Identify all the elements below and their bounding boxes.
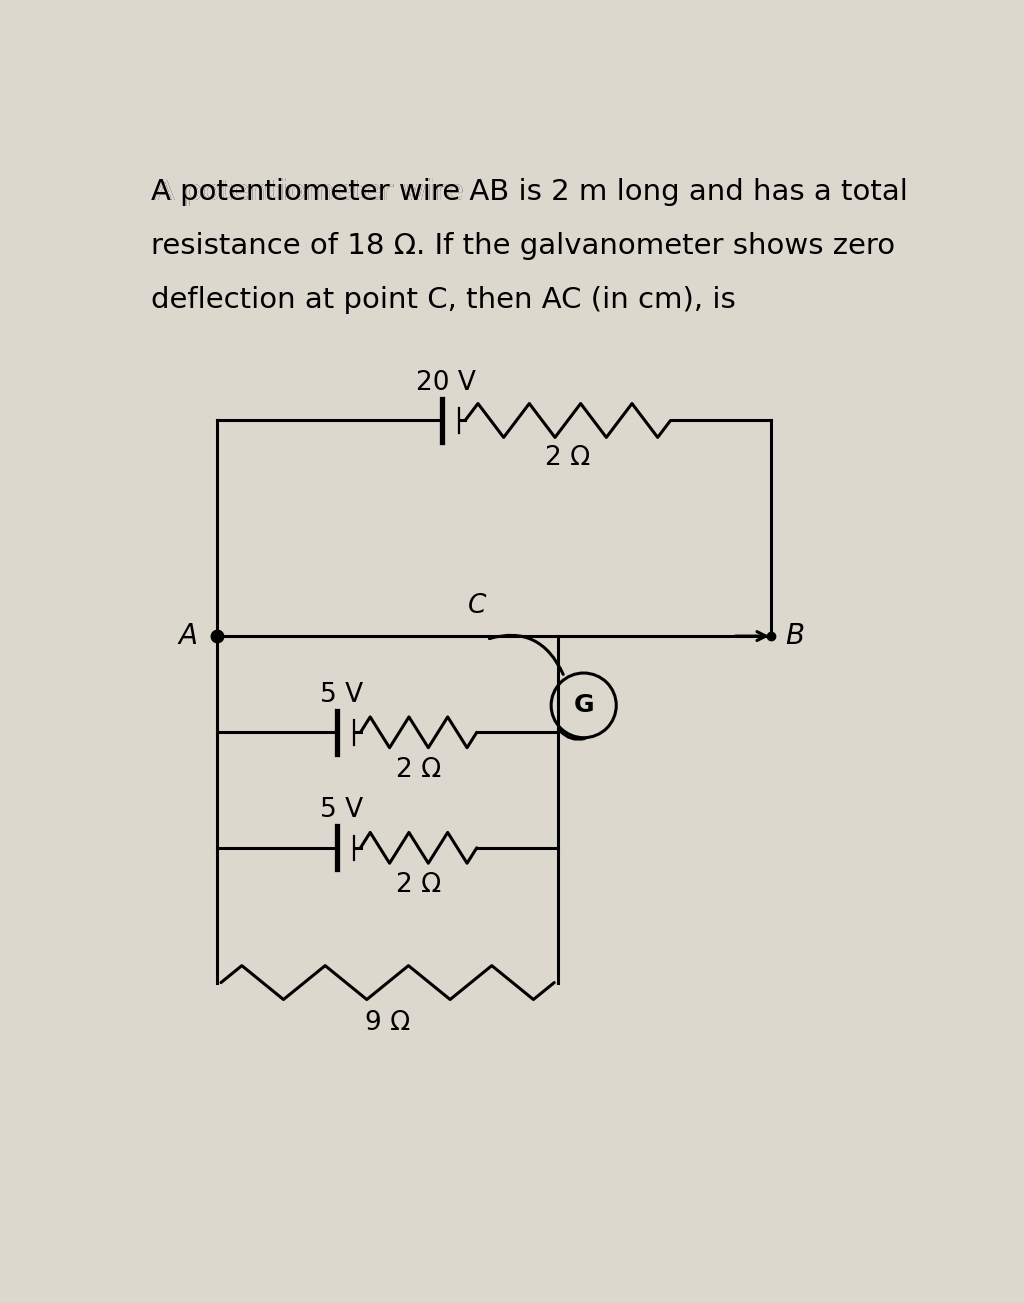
Text: resistance of 18 Ω. If the galvanometer shows zero: resistance of 18 Ω. If the galvanometer … [152,232,895,259]
FancyArrowPatch shape [560,731,585,739]
Text: A: A [179,622,198,650]
Text: 20 V: 20 V [416,370,476,396]
Text: G: G [573,693,594,718]
FancyArrowPatch shape [489,636,563,675]
Text: C: C [468,593,486,619]
Text: B: B [785,622,804,650]
Text: 2 Ω: 2 Ω [396,757,441,783]
Text: 2 Ω: 2 Ω [545,446,591,472]
Text: A potentiometer wire: A potentiometer wire [155,179,473,206]
Text: 2 Ω: 2 Ω [396,873,441,899]
Text: A potentiometer wire: A potentiometer wire [155,179,473,206]
Text: 5 V: 5 V [319,797,362,823]
Text: 5 V: 5 V [319,681,362,708]
Text: 9 Ω: 9 Ω [365,1010,411,1036]
Text: A potentiometer wire AB is 2 m long and has a total: A potentiometer wire AB is 2 m long and … [152,179,908,206]
Text: deflection at point C, then AC (in cm), is: deflection at point C, then AC (in cm), … [152,285,736,314]
